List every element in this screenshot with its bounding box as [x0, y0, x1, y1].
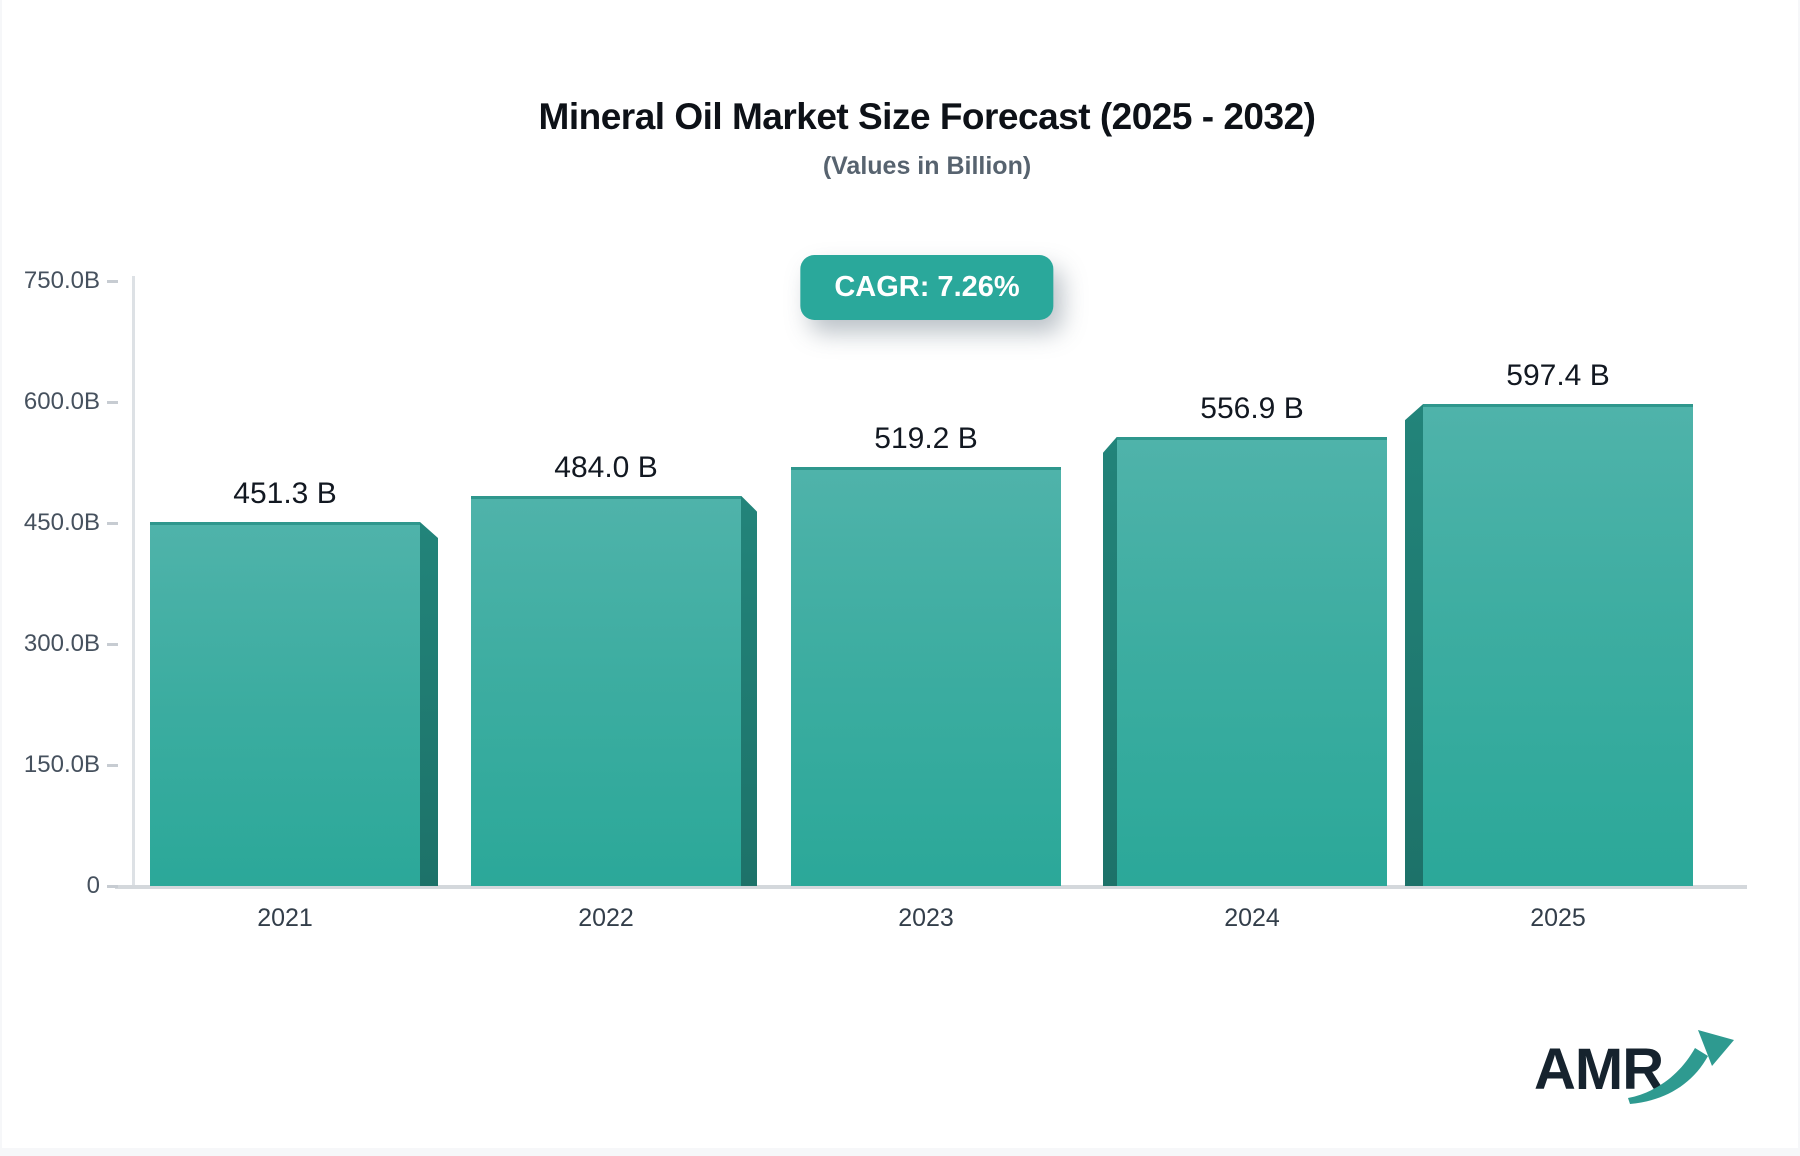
y-axis-label: 450.0B: [23, 509, 100, 536]
bar-value-label: 597.4 B: [1506, 359, 1610, 393]
x-axis-label: 2021: [257, 904, 313, 932]
y-axis-tick: [107, 401, 118, 404]
chart-subtitle: (Values in Billion): [822, 152, 1032, 180]
amr-logo-text: AMR: [1534, 1037, 1664, 1102]
bar-side-face: [420, 521, 438, 886]
y-axis-line: [132, 276, 135, 888]
bar: [471, 495, 741, 886]
x-axis-baseline: [115, 885, 1747, 889]
bar: [1423, 404, 1693, 886]
y-axis-tick: [107, 280, 118, 283]
bar-side-face: [1103, 436, 1117, 886]
y-axis-label: 0: [86, 872, 100, 899]
x-axis-label: 2023: [898, 904, 954, 932]
x-axis-label: 2025: [1530, 904, 1586, 932]
y-axis-label: 600.0B: [23, 388, 100, 415]
y-axis-tick: [107, 643, 118, 646]
bar-value-label: 556.9 B: [1200, 391, 1304, 425]
bar: [1117, 436, 1387, 886]
growth-arrow-icon: [1628, 1030, 1734, 1104]
x-axis-label: 2024: [1224, 904, 1280, 932]
y-axis-label: 750.0B: [23, 267, 100, 294]
bar-value-label: 484.0 B: [554, 450, 658, 484]
cagr-badge: CAGR: 7.26%: [800, 255, 1054, 320]
bar-side-face: [1405, 404, 1423, 886]
bar-value-label: 451.3 B: [233, 476, 337, 510]
bar-value-label: 519.2 B: [874, 422, 978, 456]
bar: [791, 467, 1061, 886]
y-axis-tick: [107, 885, 118, 888]
y-axis-label: 300.0B: [23, 630, 100, 657]
bar: [150, 521, 420, 886]
chart-title: Mineral Oil Market Size Forecast (2025 -…: [538, 96, 1316, 137]
y-axis-tick: [107, 764, 118, 767]
bar-side-face: [741, 495, 757, 886]
y-axis-tick: [107, 522, 118, 525]
x-axis-label: 2022: [578, 904, 634, 932]
amr-logo: AMR: [1534, 1028, 1784, 1124]
y-axis-label: 150.0B: [23, 751, 100, 778]
